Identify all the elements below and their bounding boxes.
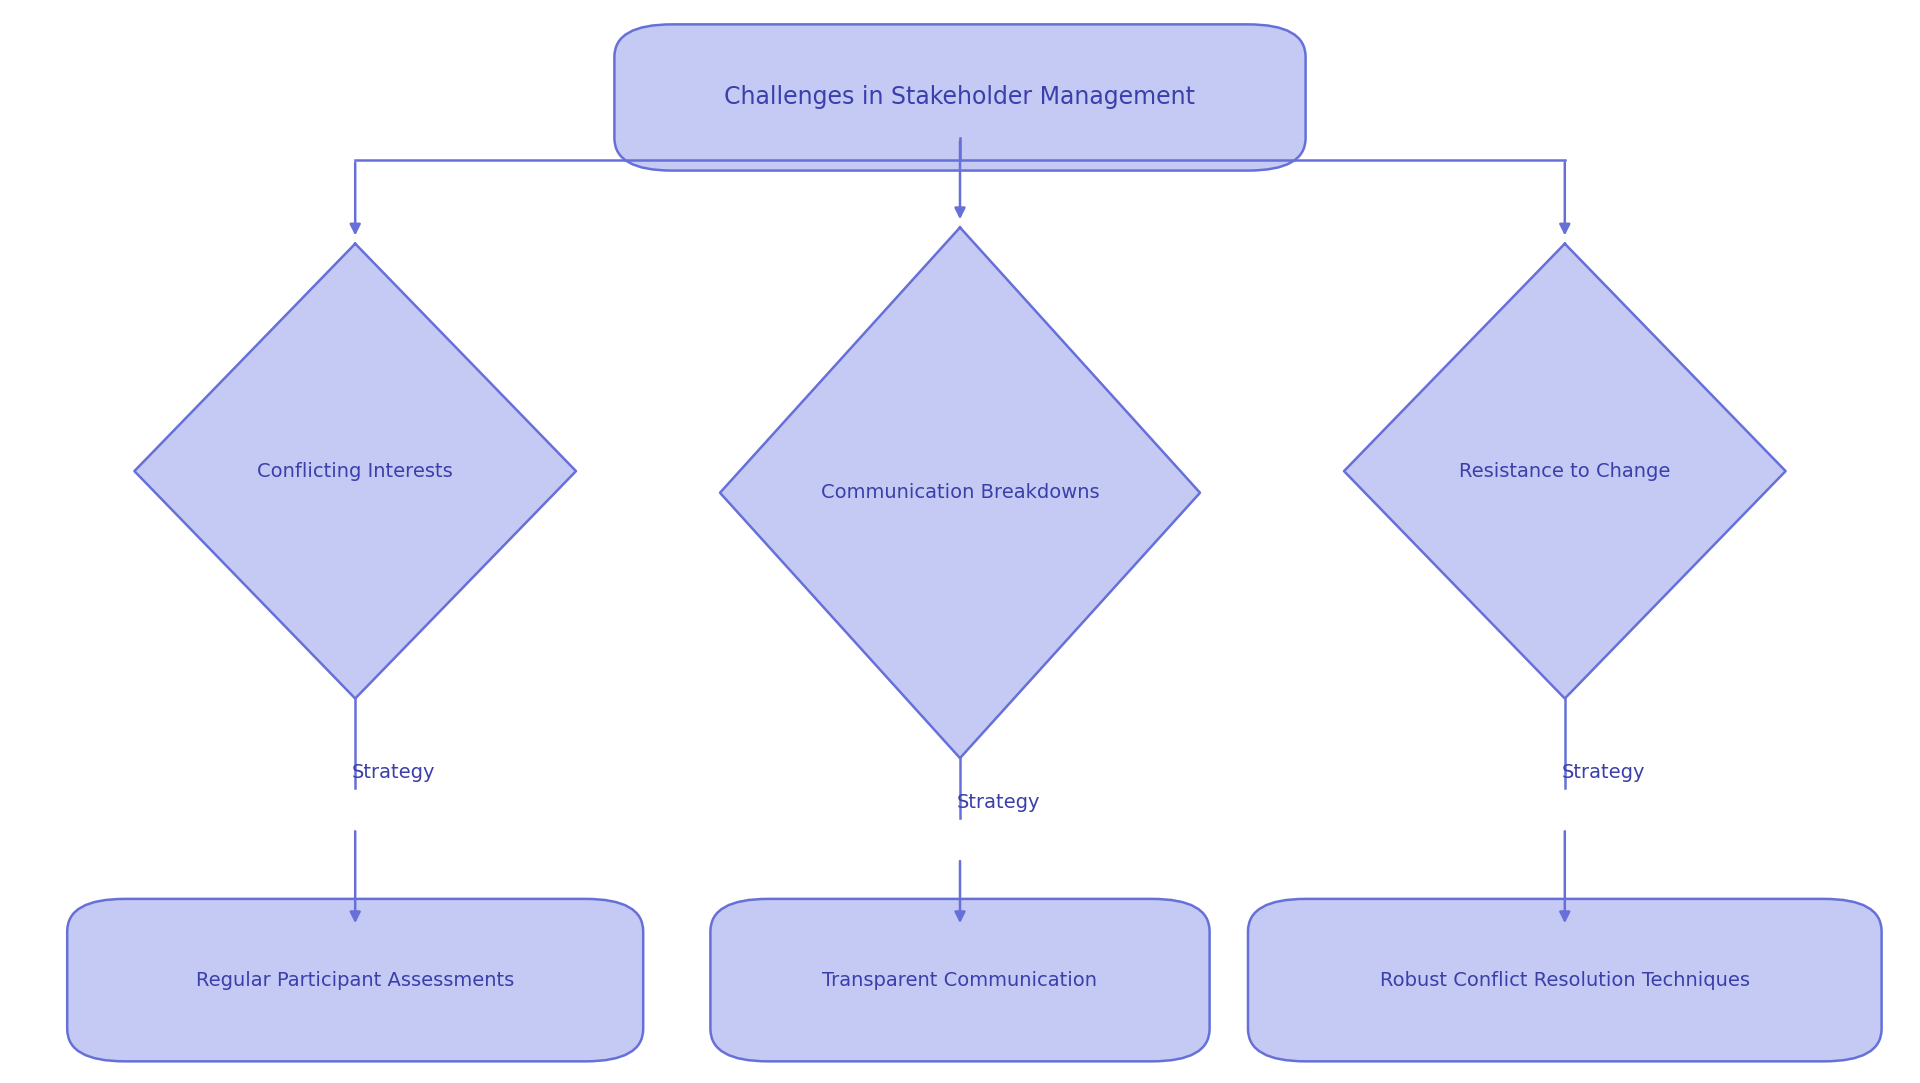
Polygon shape [134,244,576,699]
Text: Robust Conflict Resolution Techniques: Robust Conflict Resolution Techniques [1380,970,1749,990]
Text: Regular Participant Assessments: Regular Participant Assessments [196,970,515,990]
Polygon shape [1344,244,1786,699]
Text: Communication Breakdowns: Communication Breakdowns [820,483,1100,503]
FancyBboxPatch shape [614,25,1306,170]
Text: Transparent Communication: Transparent Communication [822,970,1098,990]
FancyBboxPatch shape [67,899,643,1061]
Polygon shape [720,227,1200,758]
Text: Strategy: Strategy [956,793,1041,812]
FancyBboxPatch shape [710,899,1210,1061]
Text: Conflicting Interests: Conflicting Interests [257,461,453,481]
Text: Strategy: Strategy [1561,764,1645,782]
Text: Resistance to Change: Resistance to Change [1459,461,1670,481]
FancyBboxPatch shape [1248,899,1882,1061]
Text: Challenges in Stakeholder Management: Challenges in Stakeholder Management [724,86,1196,109]
Text: Strategy: Strategy [351,764,436,782]
